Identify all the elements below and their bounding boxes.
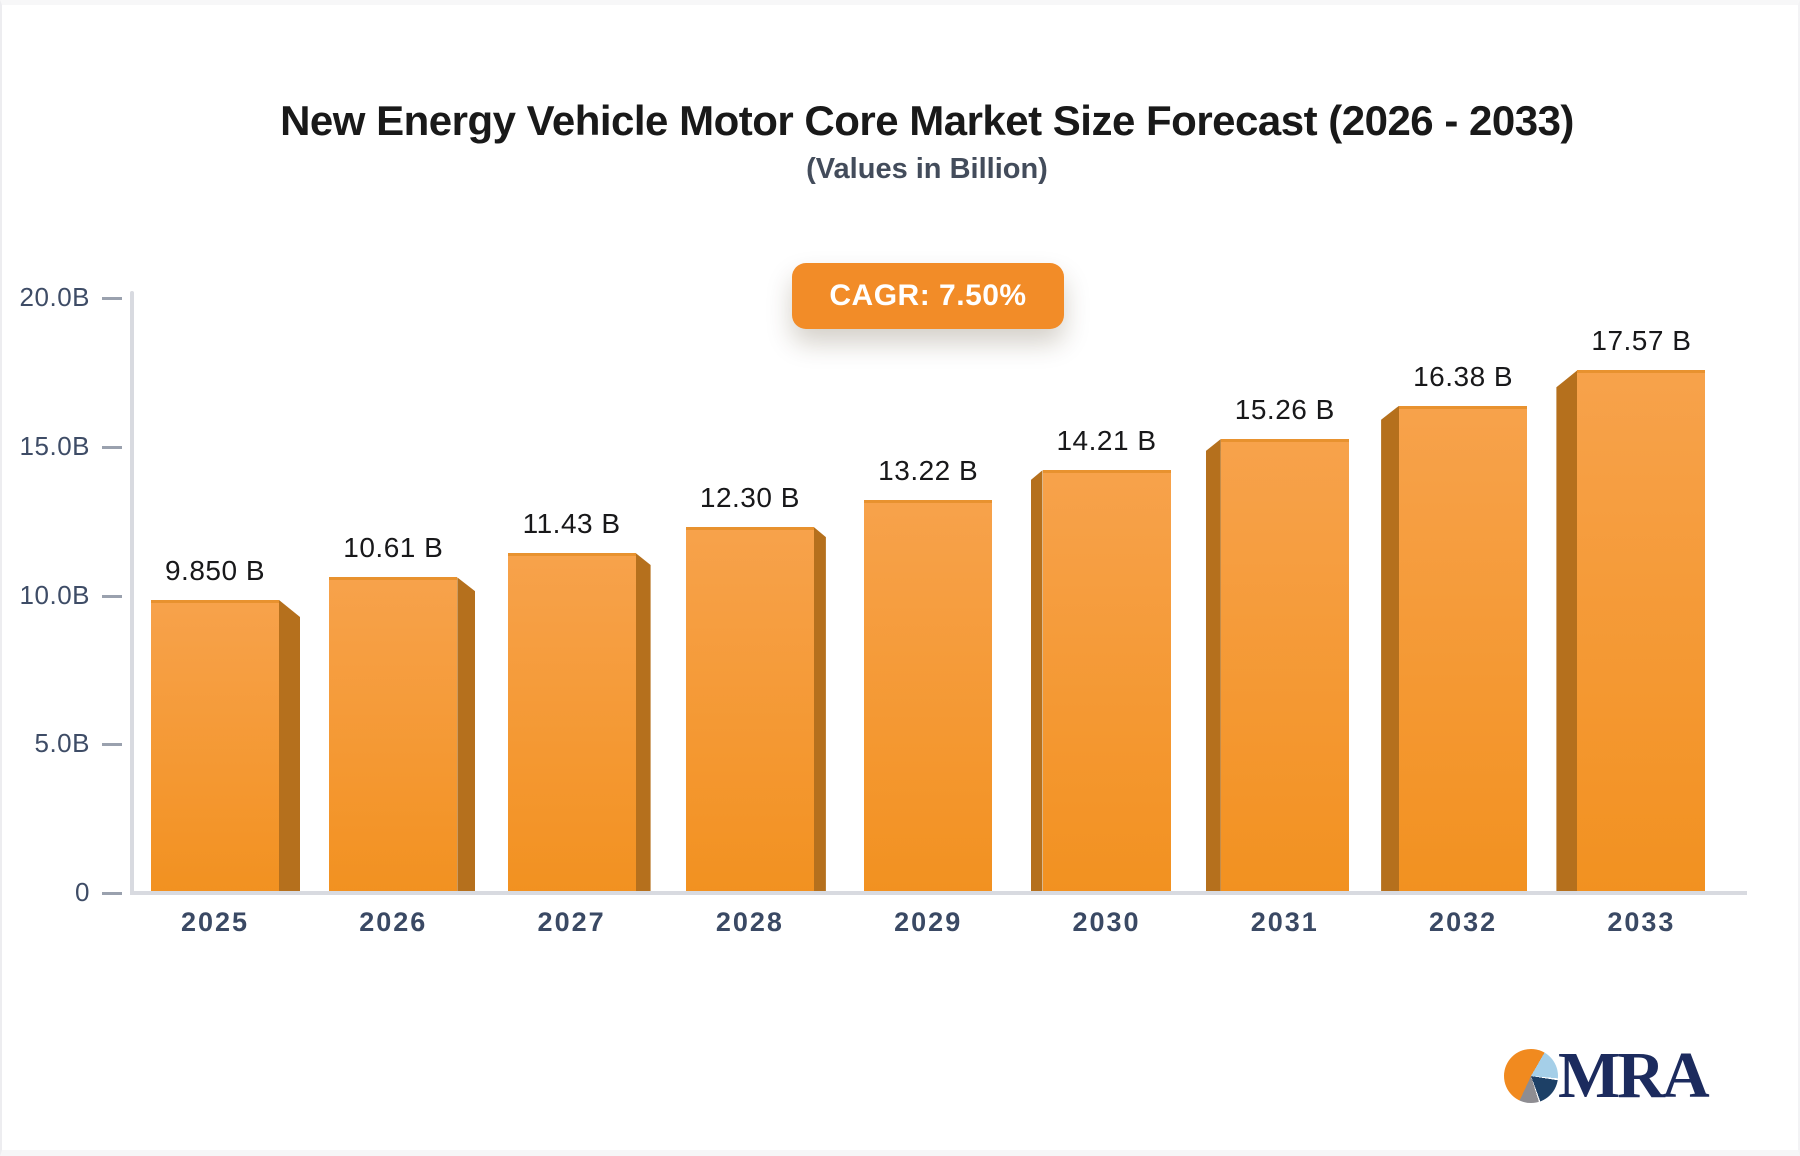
x-axis-label: 2032: [1429, 907, 1498, 937]
bar-2031: [1220, 439, 1349, 895]
chart-subtitle: (Values in Billion): [806, 153, 1048, 185]
bar-side-2026: [457, 577, 476, 895]
y-axis-tick-label: 0: [75, 877, 90, 907]
bar-2028: [685, 527, 814, 895]
x-axis-label: 2030: [1072, 907, 1141, 937]
bar-2030: [1042, 470, 1171, 895]
bar-side-2028: [813, 527, 826, 895]
y-axis-tick-mark: [102, 297, 122, 300]
y-axis-tick-mark: [102, 892, 122, 895]
x-axis-label: 2031: [1250, 907, 1319, 937]
bar-value-label: 15.26 B: [1234, 394, 1335, 425]
brand-logo: MRA: [1504, 1041, 1724, 1111]
chart-title: New Energy Vehicle Motor Core Market Siz…: [280, 97, 1574, 144]
y-axis-tick-label: 20.0B: [19, 282, 90, 312]
bar-side-2025: [279, 599, 300, 895]
y-axis-tick-label: 10.0B: [19, 579, 90, 610]
bar-value-label: 16.38 B: [1413, 360, 1514, 392]
bar-2033: [1577, 370, 1706, 895]
bar-value-label: 14.21 B: [1056, 425, 1157, 457]
bar-side-2030: [1030, 470, 1043, 895]
y-axis-tick-label: 5.0B: [34, 728, 90, 759]
y-axis-tick-mark: [102, 743, 122, 747]
y-axis-tick-mark: [102, 594, 122, 598]
bar-2032: [1399, 405, 1528, 895]
bar-2026: [329, 577, 458, 895]
bar-2025: [151, 599, 279, 895]
y-axis-tick-mark: [102, 445, 122, 449]
x-axis-label: 2027: [537, 907, 606, 937]
bar-value-label: 13.22 B: [878, 454, 979, 486]
x-axis-label: 2033: [1607, 907, 1676, 937]
bar-value-label: 12.30 B: [699, 482, 800, 514]
bar-value-label: 9.850 B: [164, 554, 266, 586]
x-axis-label: 2026: [359, 907, 428, 937]
x-axis-label: 2028: [715, 907, 784, 937]
y-axis-tick-label: 15.0B: [19, 430, 90, 461]
cagr-badge: CAGR: 7.50%: [792, 263, 1064, 329]
plot-area: 20.0B 15.0B 10.0B 5.0B 0 9.850 B 2025 10.61 B 20…: [2, 5, 1798, 1150]
bar-side-2031: [1205, 439, 1221, 895]
x-axis-label: 2025: [180, 907, 250, 937]
bar-value-label: 17.57 B: [1591, 325, 1692, 357]
y-axis-line: [130, 291, 134, 895]
x-axis-label: 2029: [894, 907, 963, 937]
pie-chart-logo-icon: [1504, 1049, 1558, 1103]
bar-side-2027: [635, 552, 651, 895]
bar-2029: [864, 499, 993, 895]
bar-side-2033: [1556, 370, 1578, 895]
x-axis-line: [130, 891, 1747, 895]
bar-value-label: 10.61 B: [343, 532, 444, 564]
bar-value-label: 11.43 B: [522, 507, 621, 539]
bar-2027: [507, 552, 636, 895]
logo-text: MRA: [1558, 1039, 1710, 1112]
bar-side-2032: [1381, 405, 1400, 895]
